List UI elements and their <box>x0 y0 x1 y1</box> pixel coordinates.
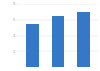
Bar <box>26 24 39 67</box>
Bar <box>52 16 64 67</box>
Bar <box>77 12 90 67</box>
